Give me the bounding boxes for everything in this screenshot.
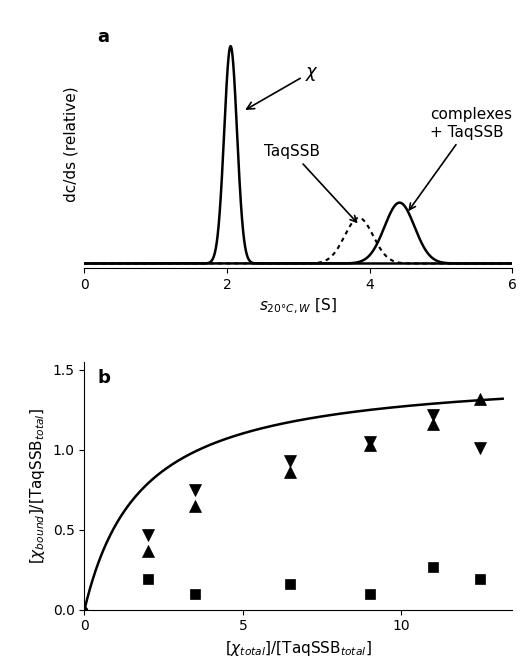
X-axis label: [$\chi_{total}$]/[TaqSSB$_{total}$]: [$\chi_{total}$]/[TaqSSB$_{total}$] xyxy=(225,639,372,658)
Text: χ: χ xyxy=(247,63,316,109)
X-axis label: $s_{20°C,W}$ [S]: $s_{20°C,W}$ [S] xyxy=(259,297,337,316)
Text: complexes
+ TaqSSB: complexes + TaqSSB xyxy=(409,107,512,210)
Y-axis label: [$\chi_{bound}$]/[TaqSSB$_{total}$]: [$\chi_{bound}$]/[TaqSSB$_{total}$] xyxy=(28,408,47,564)
Y-axis label: dc/ds (relative): dc/ds (relative) xyxy=(64,86,79,202)
Text: a: a xyxy=(97,27,109,46)
Text: b: b xyxy=(97,369,110,387)
Text: TaqSSB: TaqSSB xyxy=(263,144,356,222)
